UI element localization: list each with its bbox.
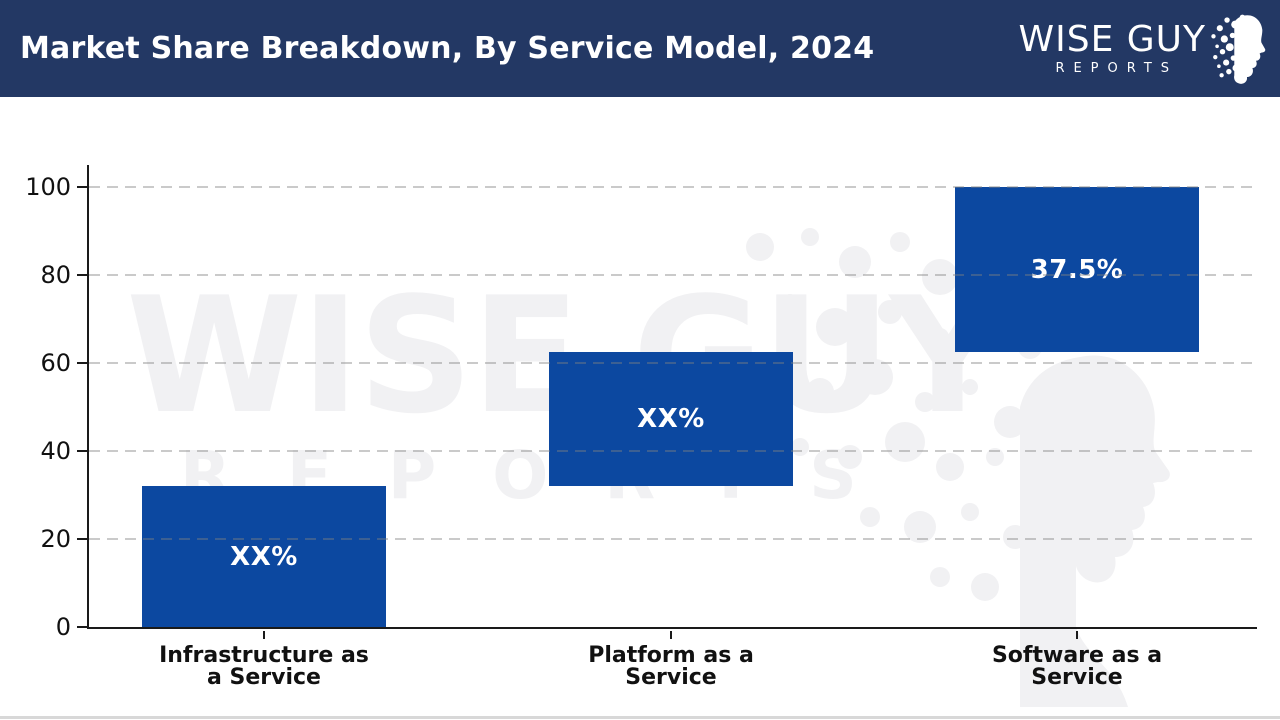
gridline-100	[89, 186, 1255, 188]
wise-guy-reports-logo: WISE GUY REPORTS	[1019, 11, 1267, 87]
x-category-label-line: Software as a	[991, 643, 1163, 668]
y-tick-label-60: 60	[40, 349, 71, 377]
logo-wordmark: WISE GUY	[1018, 19, 1206, 60]
logo-text: WISE GUY REPORTS	[1019, 20, 1207, 77]
y-tick-60	[77, 362, 87, 364]
y-tick-0	[77, 626, 87, 628]
x-category-label-line: a Service	[207, 665, 321, 690]
y-tick-100	[77, 186, 87, 188]
bar-0: XX%	[142, 486, 386, 627]
y-tick-label-40: 40	[40, 437, 71, 465]
x-tick-0	[263, 631, 265, 639]
y-tick-80	[77, 274, 87, 276]
chart-canvas: WISE GUY REPORTS 0 20 40 60 80 100 XX% XX% 37.5%…	[0, 97, 1280, 717]
gridline-60	[89, 362, 1255, 364]
y-tick-label-0: 0	[55, 613, 71, 641]
x-category-label-line: Infrastructure as	[159, 643, 369, 668]
bar-1: XX%	[549, 352, 793, 487]
gridline-20	[89, 538, 1255, 540]
chart-title: Market Share Breakdown, By Service Model…	[20, 31, 875, 66]
x-category-label-2: Software as a Service	[937, 645, 1217, 689]
header-bar: Market Share Breakdown, By Service Model…	[0, 0, 1280, 97]
bar-value-label-2: 37.5%	[1030, 254, 1124, 285]
x-category-label-1: Platform as a Service	[531, 645, 811, 689]
x-tick-1	[670, 631, 672, 639]
x-category-label-line: Platform as a	[588, 643, 754, 668]
y-tick-40	[77, 450, 87, 452]
plot-area: 0 20 40 60 80 100 XX% XX% 37.5% Infrastructure as…	[25, 165, 1257, 689]
y-tick-20	[77, 538, 87, 540]
bar-value-label-1: XX%	[637, 404, 705, 435]
y-tick-label-100: 100	[25, 173, 71, 201]
x-category-label-line: Service	[1031, 665, 1123, 690]
gridline-40	[89, 450, 1255, 452]
gridline-80	[89, 274, 1255, 276]
bar-value-label-0: XX%	[230, 541, 298, 572]
logo-subtitle: REPORTS	[1055, 61, 1179, 76]
y-tick-label-20: 20	[40, 525, 71, 553]
logo-head-icon	[1211, 14, 1266, 84]
x-category-label-line: Service	[625, 665, 717, 690]
x-category-label-0: Infrastructure as a Service	[124, 645, 404, 689]
bottom-border	[0, 716, 1280, 719]
x-tick-2	[1076, 631, 1078, 639]
bar-2: 37.5%	[955, 187, 1199, 352]
y-tick-label-80: 80	[40, 261, 71, 289]
